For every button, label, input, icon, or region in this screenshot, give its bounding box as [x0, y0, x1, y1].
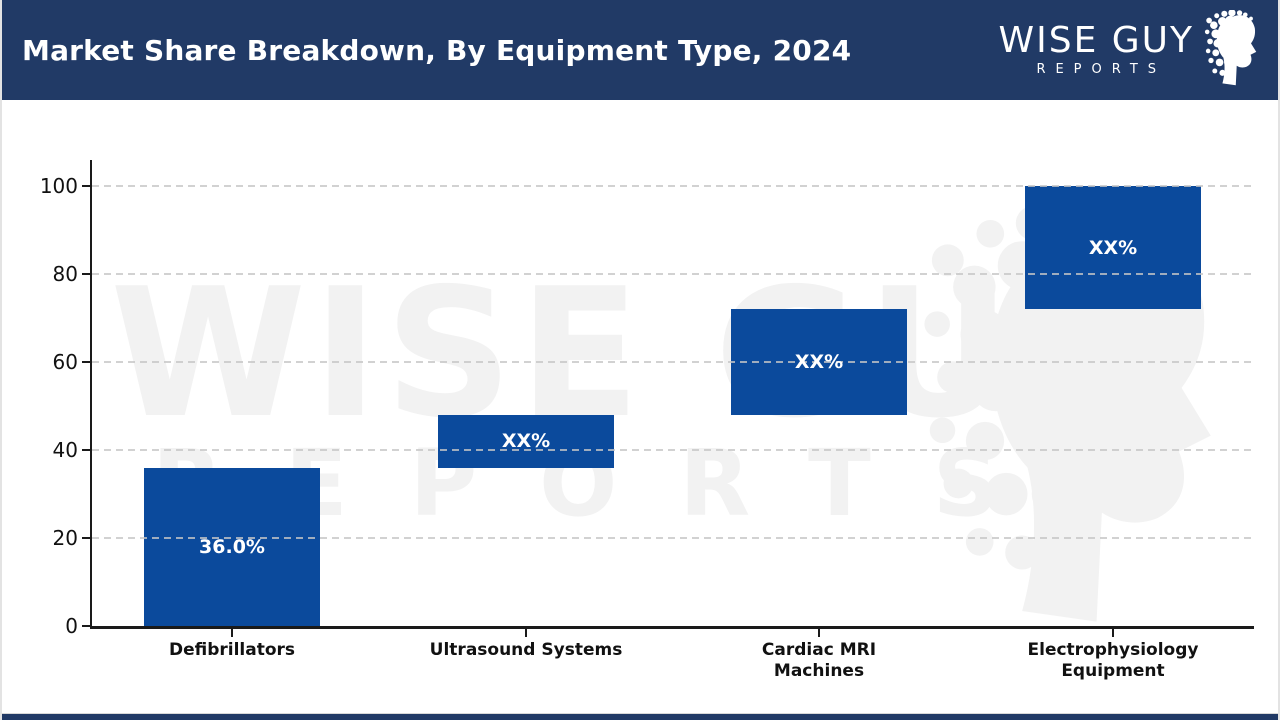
y-tick-label-80: 80: [52, 262, 78, 286]
x-tick-mark-0: [231, 629, 233, 637]
y-tick-mark-40: [82, 449, 90, 451]
bar-value-label-0: 36.0%: [199, 535, 265, 558]
x-tick-mark-2: [818, 629, 820, 637]
brand-logo: WISE GUY REPORTS: [999, 10, 1263, 90]
x-category-label-3: Electrophysiology Equipment: [993, 640, 1233, 682]
footer-bar: [2, 714, 1278, 720]
gridline-100: [92, 185, 1254, 187]
y-tick-mark-20: [82, 537, 90, 539]
y-tick-label-0: 0: [65, 614, 78, 638]
x-category-label-line: Electrophysiology: [1027, 640, 1199, 660]
header-bar: Market Share Breakdown, By Equipment Typ…: [2, 0, 1278, 100]
y-tick-mark-0: [82, 625, 90, 627]
gridline-20: [92, 537, 1254, 539]
x-tick-mark-3: [1112, 629, 1114, 637]
x-category-label-line: Cardiac MRI: [761, 640, 877, 660]
chart-bar-1: [438, 414, 614, 468]
y-tick-mark-100: [82, 185, 90, 187]
x-category-label-0: Defibrillators: [112, 640, 352, 661]
chart-bar-3: [1025, 186, 1201, 310]
x-category-label-line: Equipment: [1061, 661, 1165, 681]
x-category-label-2: Cardiac MRI Machines: [699, 640, 939, 682]
bar-value-label-3: XX%: [1088, 236, 1138, 259]
y-tick-label-40: 40: [52, 438, 78, 462]
bar-value-label-2: XX%: [794, 351, 844, 373]
x-tick-mark-1: [525, 629, 527, 637]
x-category-label-line: Defibrillators: [168, 640, 296, 660]
x-category-label-line: Ultrasound Systems: [429, 640, 623, 660]
x-axis-spine: [90, 626, 1254, 629]
logo-text-wise-guy: WISE GUY: [998, 20, 1194, 61]
logo-face-icon: [1204, 10, 1257, 86]
page-title: Market Share Breakdown, By Equipment Typ…: [22, 33, 852, 67]
y-axis-spine: [90, 160, 92, 629]
bar-value-label-1: XX%: [501, 430, 551, 453]
gridline-80: [92, 273, 1254, 275]
gridline-40: [92, 449, 1254, 451]
y-tick-label-60: 60: [52, 350, 78, 374]
y-tick-mark-80: [82, 273, 90, 275]
logo-wordmark: WISE GUY REPORTS: [998, 20, 1195, 78]
y-tick-label-20: 20: [52, 526, 78, 550]
x-category-label-1: Ultrasound Systems: [406, 640, 646, 661]
x-category-label-line: Machines: [773, 661, 865, 681]
logo-text-reports: REPORTS: [1036, 62, 1167, 77]
y-tick-mark-60: [82, 361, 90, 363]
y-tick-label-100: 100: [39, 174, 78, 198]
chart-area: WISE GUY REPORTS 0 20 40 60 80 100 36.0% XX% XX%…: [2, 100, 1278, 714]
gridline-60: [92, 361, 1254, 363]
chart-bar-0: [144, 467, 320, 626]
